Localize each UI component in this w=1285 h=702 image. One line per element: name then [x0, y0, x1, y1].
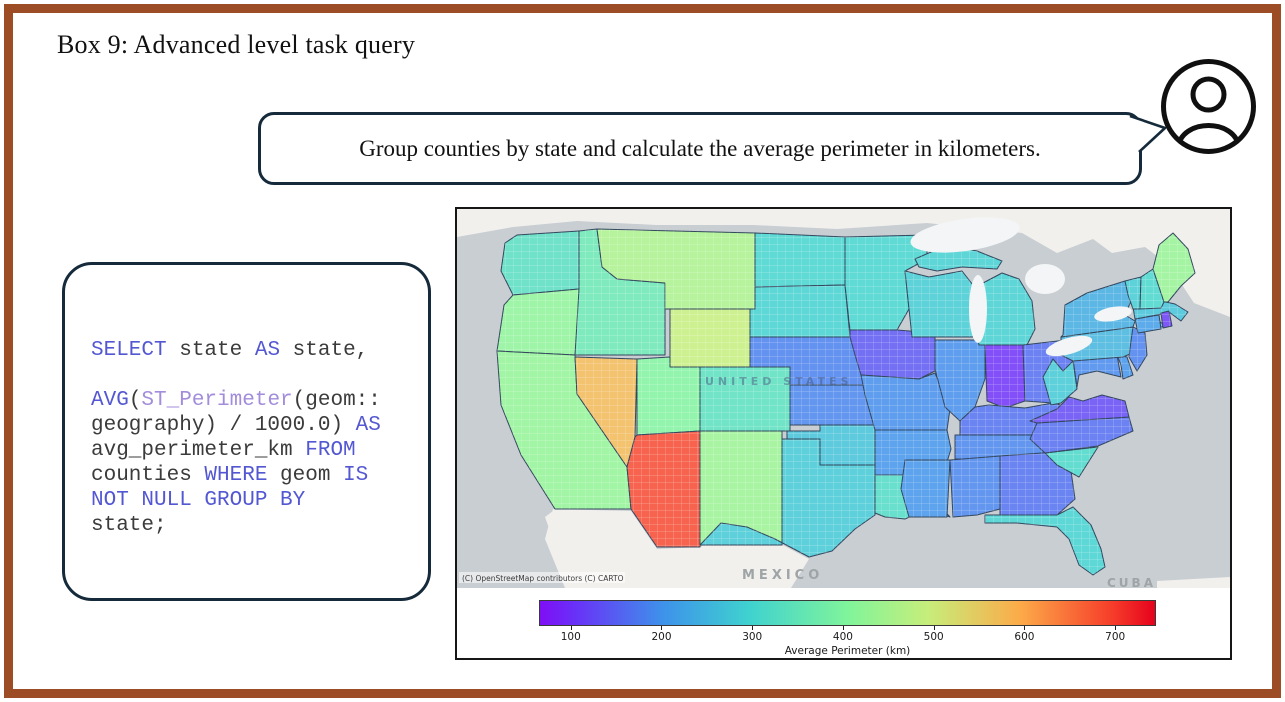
code-token: state;: [91, 514, 167, 537]
code-token: FROM: [305, 439, 356, 462]
code-token: ST_Perimeter: [141, 389, 293, 412]
code-token: avg_perimeter_km: [91, 439, 306, 462]
code-token: state: [166, 339, 255, 362]
colorbar-tick-label: 300: [742, 631, 763, 643]
map-figure: UNITED STATES MEXICO CUBA (C) OpenStreet…: [455, 207, 1232, 660]
code-line: AVG(ST_Perimeter(geom::: [91, 388, 428, 413]
colorbar-tick-mark: [661, 626, 663, 630]
colorbar-gradient: [539, 600, 1156, 626]
code-token: (: [128, 389, 142, 412]
code-token: geography) / 1000.0): [91, 414, 356, 437]
colorbar-ticks: 100 200 300 400 500 600 700: [539, 626, 1156, 645]
user-avatar-icon: [1161, 59, 1256, 154]
code-token: AS: [355, 414, 381, 437]
code-token: counties: [91, 464, 205, 487]
speech-bubble: Group counties by state and calculate th…: [258, 112, 1142, 185]
code-token: SELECT: [91, 339, 167, 362]
code-token: AVG: [91, 389, 129, 412]
colorbar-tick-mark: [933, 626, 935, 630]
page-title: Box 9: Advanced level task query: [57, 30, 416, 59]
code-line: NOT NULL GROUP BY: [91, 488, 428, 513]
colorbar-tick-label: 100: [560, 631, 581, 643]
code-token: IS: [343, 464, 369, 487]
canada-landmass: [457, 209, 1230, 317]
lake-michigan: [969, 275, 987, 343]
code-token: geom: [267, 464, 344, 487]
lake-erie: [1045, 335, 1093, 357]
baja-landmass: [545, 511, 585, 585]
colorbar-axis-label: Average Perimeter (km): [784, 645, 911, 657]
colorbar-area: 100 200 300 400 500 600 700 Average Perimeter …: [457, 600, 1230, 657]
cuba-landmass: [1157, 577, 1230, 588]
code-line: counties WHERE geom IS: [91, 463, 428, 488]
colorbar-tick-mark: [570, 626, 572, 630]
colorbar-tick-mark: [752, 626, 754, 630]
cuba-label: CUBA: [1107, 576, 1156, 588]
code-token: (geom::: [292, 389, 381, 412]
map-attribution: (C) OpenStreetMap contributors (C) CARTO: [462, 574, 624, 583]
code-line: SELECT state AS state,: [91, 338, 428, 363]
code-token: AS: [254, 339, 281, 362]
lake-superior: [910, 217, 1020, 253]
code-line: [91, 363, 428, 388]
colorbar-tick-mark: [842, 626, 844, 630]
colorbar-tick-label: 400: [832, 631, 853, 643]
mexico-landmass: [545, 509, 809, 588]
colorbar-tick-mark: [1024, 626, 1026, 630]
colorbar-tick-mark: [1115, 626, 1117, 630]
colorbar-tick-label: 600: [1014, 631, 1035, 643]
choropleth-map: UNITED STATES MEXICO CUBA (C) OpenStreet…: [457, 209, 1230, 588]
lake-huron: [1025, 264, 1065, 294]
speech-bubble-tail: [1129, 114, 1167, 153]
speech-bubble-text: Group counties by state and calculate th…: [359, 135, 1041, 161]
sql-code-panel: SELECT state AS state, AVG(ST_Perimeter(…: [62, 262, 431, 601]
code-token: state,: [280, 339, 369, 362]
united-states-label: UNITED STATES: [705, 375, 852, 388]
lake-ontario: [1094, 306, 1132, 322]
code-token: WHERE: [204, 464, 268, 487]
code-token: NOT NULL GROUP BY: [91, 489, 306, 512]
colorbar-tick-label: 700: [1105, 631, 1126, 643]
attribution-bg: [459, 572, 625, 583]
mexico-label: MEXICO: [742, 568, 823, 583]
colorbar-tick-label: 200: [651, 631, 672, 643]
code-line: geography) / 1000.0) AS: [91, 413, 428, 438]
code-line: avg_perimeter_km FROM: [91, 438, 428, 463]
code-line: state;: [91, 513, 428, 538]
great-lakes: [910, 217, 1132, 357]
colorbar-tick-label: 500: [923, 631, 944, 643]
